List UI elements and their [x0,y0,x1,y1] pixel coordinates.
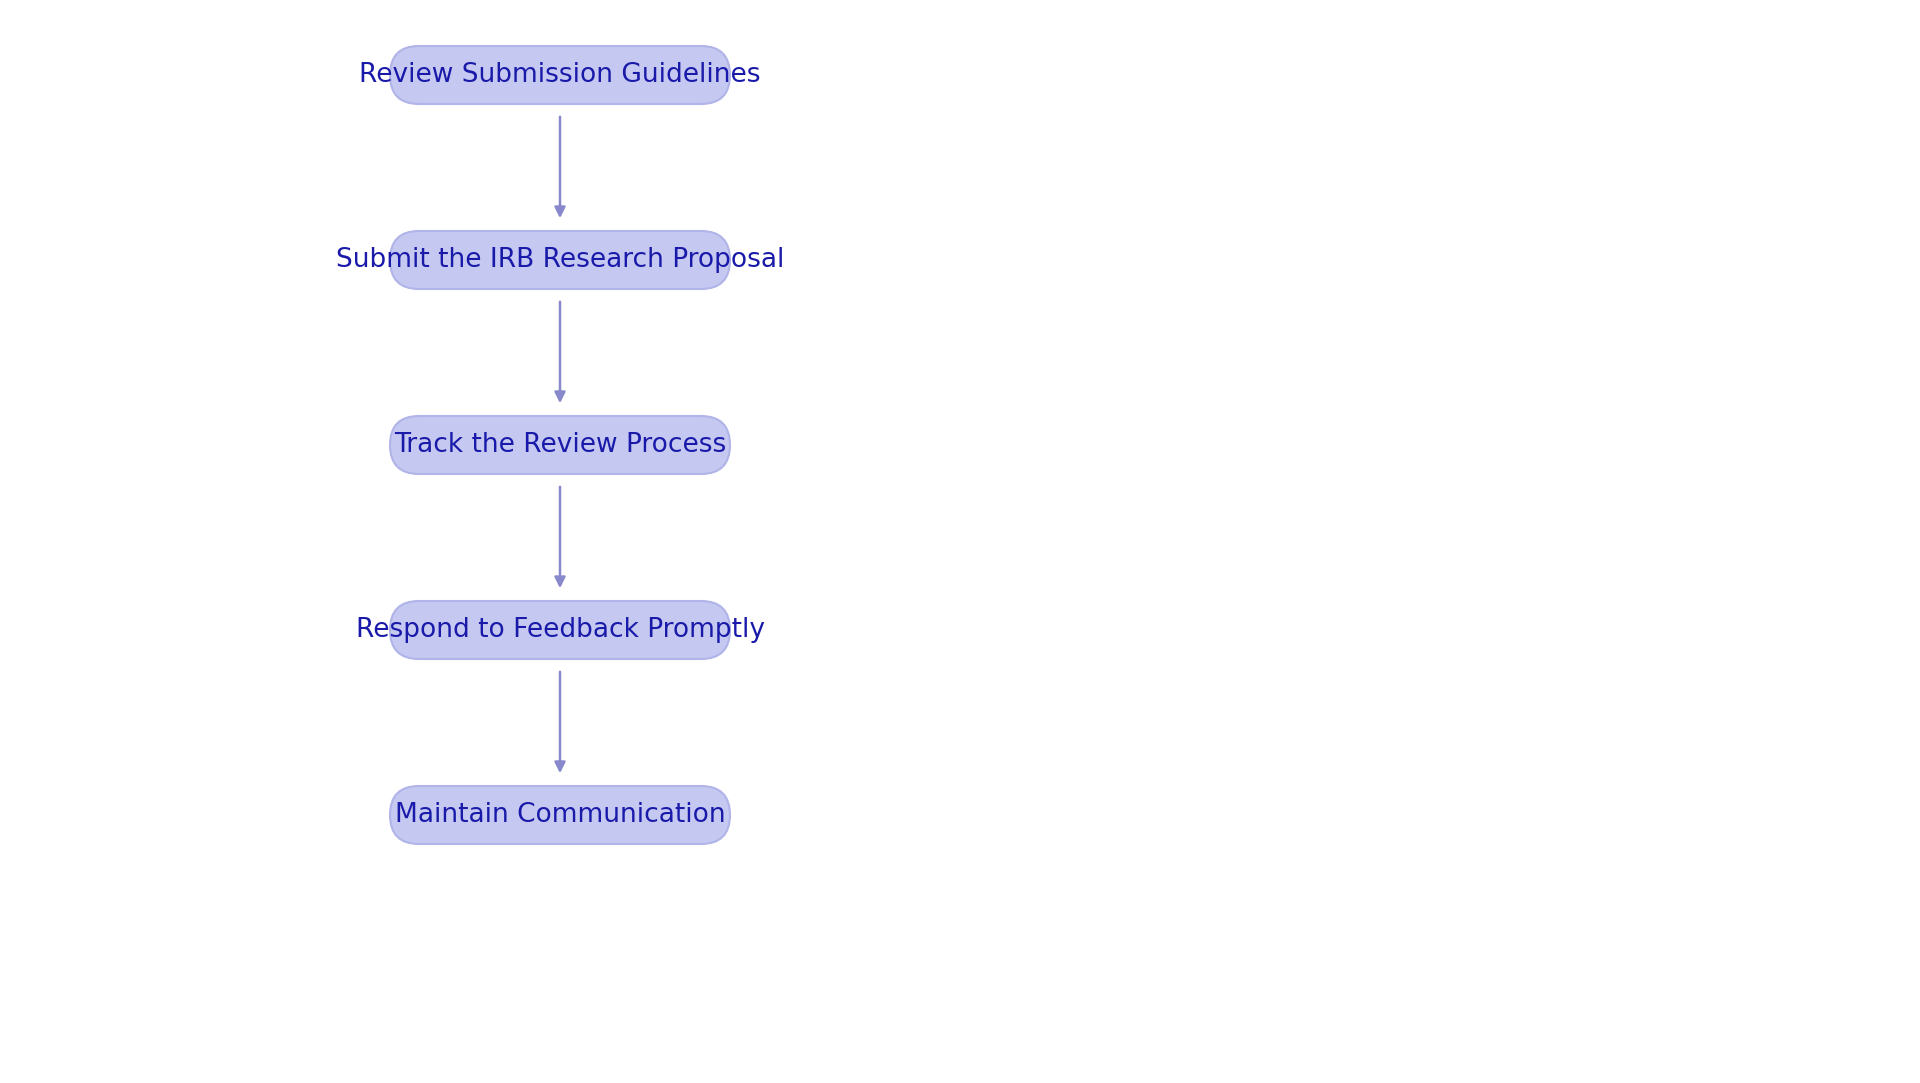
Text: Review Submission Guidelines: Review Submission Guidelines [359,62,760,88]
Text: Maintain Communication: Maintain Communication [396,803,726,828]
Text: Track the Review Process: Track the Review Process [394,432,726,458]
FancyBboxPatch shape [390,416,730,474]
Text: Submit the IRB Research Proposal: Submit the IRB Research Proposal [336,247,783,273]
FancyBboxPatch shape [390,45,730,104]
Text: Respond to Feedback Promptly: Respond to Feedback Promptly [355,617,764,643]
FancyBboxPatch shape [390,231,730,289]
FancyBboxPatch shape [390,786,730,844]
FancyBboxPatch shape [390,601,730,658]
